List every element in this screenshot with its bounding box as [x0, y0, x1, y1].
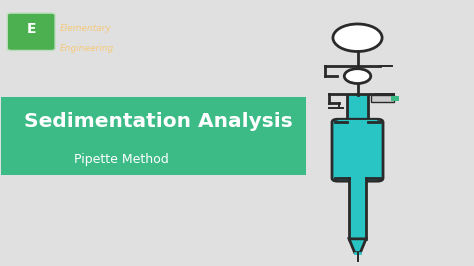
Text: Sedimentation Analysis: Sedimentation Analysis — [24, 112, 293, 131]
Text: Engineering: Engineering — [60, 44, 114, 53]
Bar — [0, 97, 306, 175]
Bar — [349, 178, 366, 239]
Circle shape — [344, 69, 371, 84]
FancyBboxPatch shape — [7, 13, 55, 51]
Text: Elementary: Elementary — [60, 24, 112, 33]
Polygon shape — [349, 239, 366, 253]
Circle shape — [333, 24, 382, 52]
Text: E: E — [27, 22, 36, 36]
Text: Pipette Method: Pipette Method — [74, 153, 169, 166]
Bar — [371, 95, 394, 102]
Bar — [391, 96, 399, 101]
FancyBboxPatch shape — [332, 119, 383, 181]
Bar — [347, 95, 368, 122]
